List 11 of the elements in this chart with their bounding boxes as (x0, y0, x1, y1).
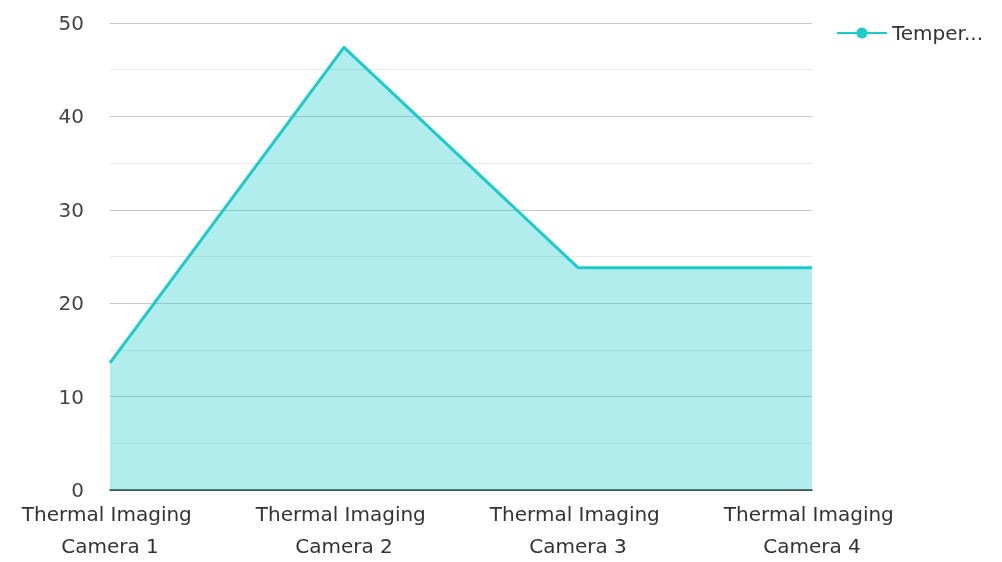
y-tick-label: 50 (58, 11, 84, 35)
legend-label: Temper... (890, 21, 984, 45)
x-tick-label: Thermal Imaging Camera 3 (488, 502, 667, 558)
y-tick-label: 10 (58, 384, 84, 409)
x-tick-label: Thermal Imaging Camera 1 (20, 502, 199, 558)
y-tick-label: 20 (58, 291, 84, 316)
x-tick-label: Thermal Imaging Camera 4 (722, 502, 901, 558)
y-tick-label: 40 (58, 104, 84, 129)
y-tick-label: 0 (71, 478, 84, 502)
x-tick-label: Thermal Imaging Camera 2 (254, 502, 433, 558)
y-tick-label: 30 (58, 197, 84, 222)
